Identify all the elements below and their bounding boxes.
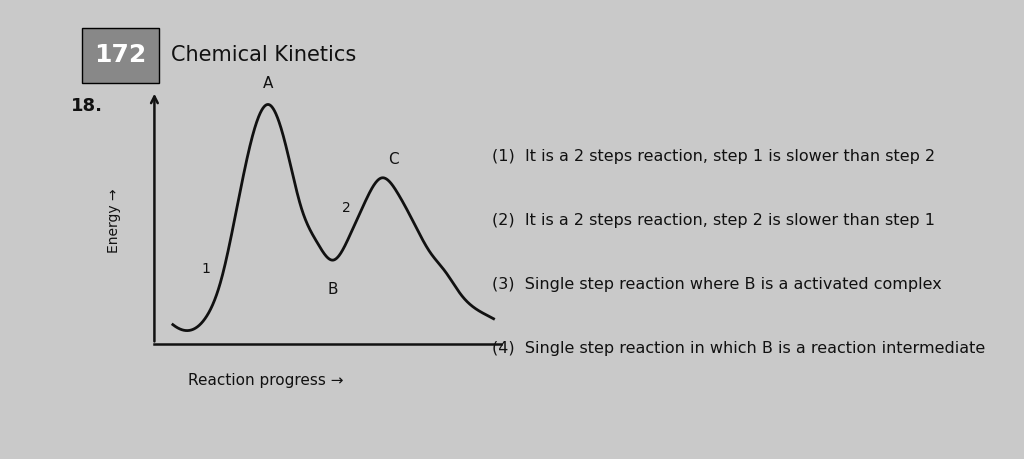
Text: Energy →: Energy → [106, 188, 121, 252]
Text: (1)  It is a 2 steps reaction, step 1 is slower than step 2: (1) It is a 2 steps reaction, step 1 is … [492, 149, 935, 163]
Text: 18.: 18. [71, 96, 103, 115]
Text: 2: 2 [342, 201, 351, 214]
Text: A: A [263, 76, 273, 91]
Text: Chemical Kinetics: Chemical Kinetics [171, 45, 356, 65]
Text: (3)  Single step reaction where B is a activated complex: (3) Single step reaction where B is a ac… [492, 277, 941, 292]
Text: 1: 1 [201, 262, 210, 276]
Text: 172: 172 [94, 43, 146, 67]
Text: B: B [327, 282, 338, 297]
Text: C: C [388, 152, 399, 167]
Text: Reaction progress →: Reaction progress → [188, 374, 344, 388]
Text: (2)  It is a 2 steps reaction, step 2 is slower than step 1: (2) It is a 2 steps reaction, step 2 is … [492, 213, 935, 228]
Text: (4)  Single step reaction in which B is a reaction intermediate: (4) Single step reaction in which B is a… [492, 341, 985, 356]
